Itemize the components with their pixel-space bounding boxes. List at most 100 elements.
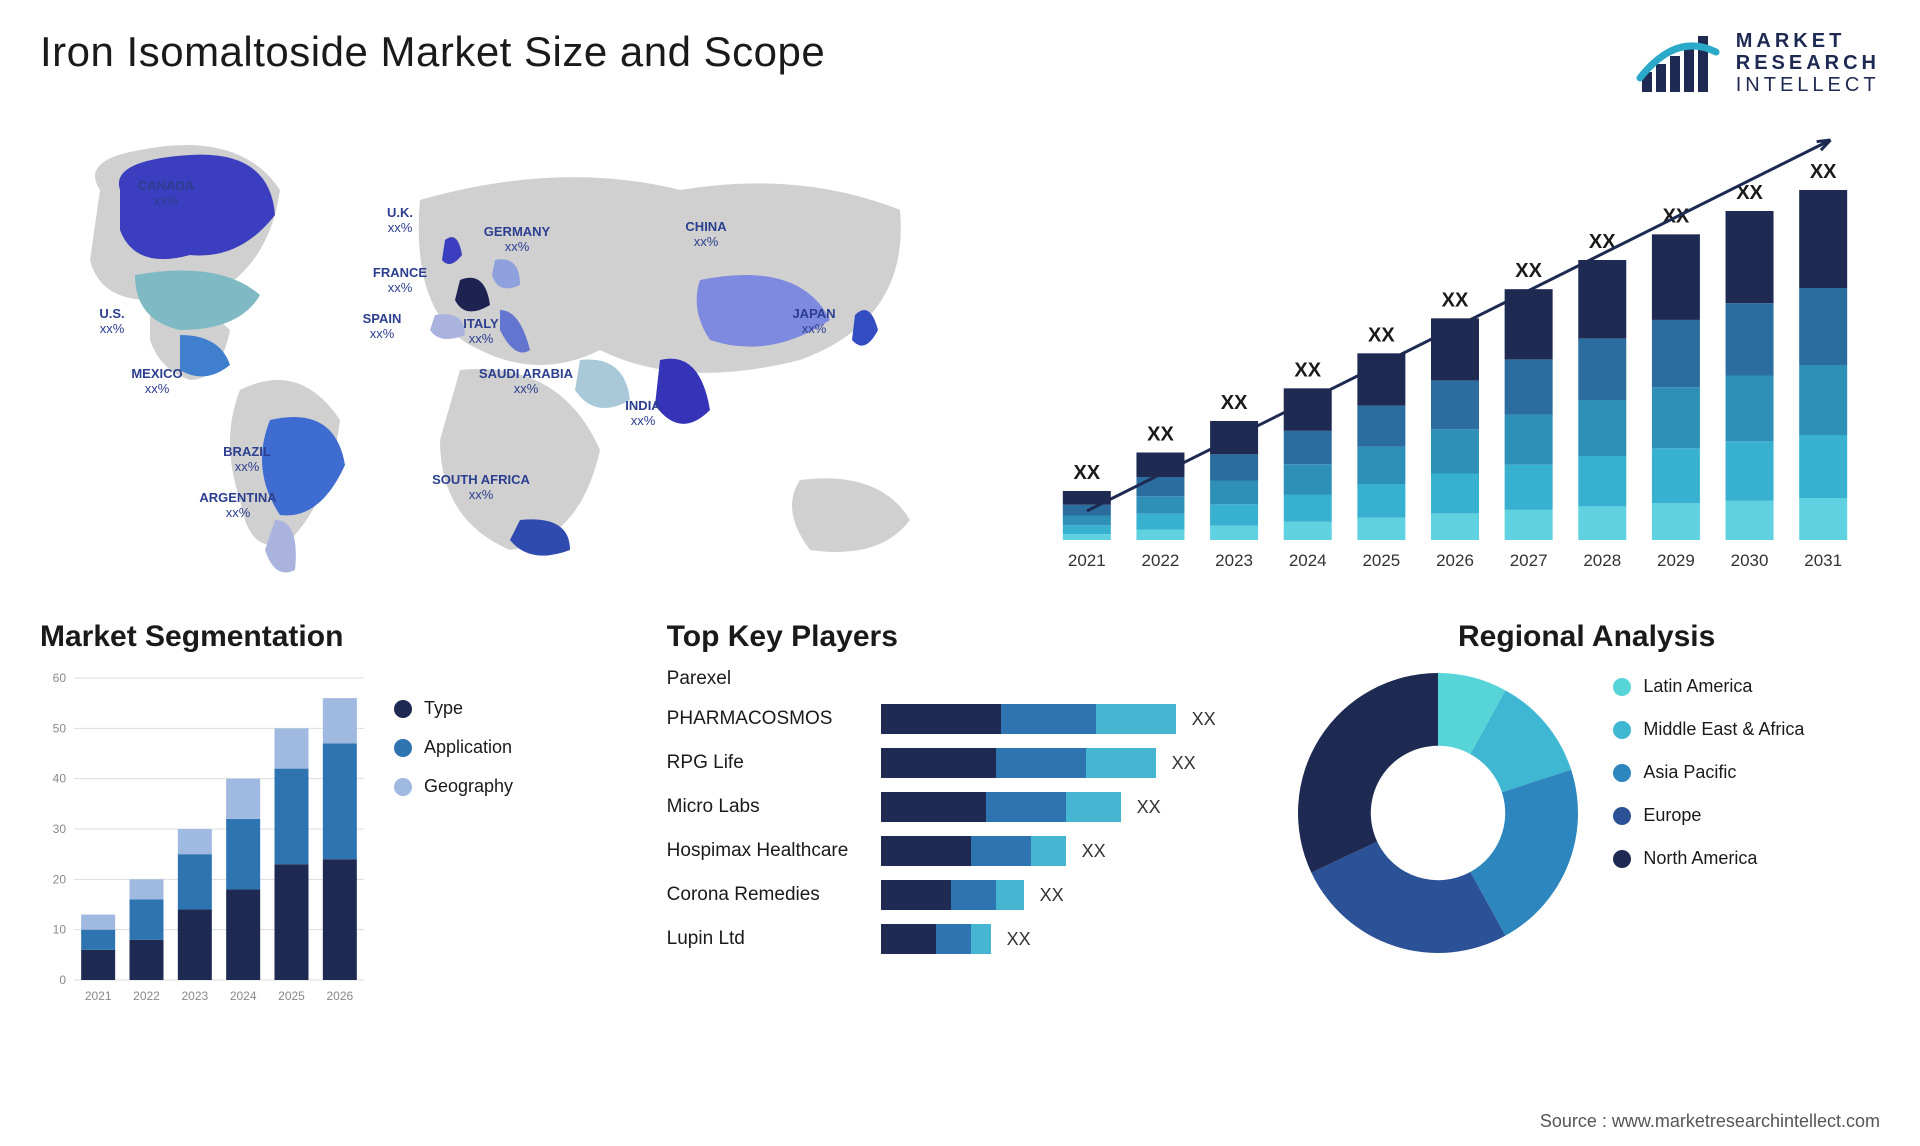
growth-chart: XX2021XX2022XX2023XX2024XX2025XX2026XX20… [980,120,1880,580]
svg-text:20: 20 [53,872,67,886]
kp-seg [1001,704,1096,734]
kp-bar [881,880,1024,910]
svg-text:2023: 2023 [181,989,208,1003]
kp-value: XX [1192,709,1216,730]
svg-text:2023: 2023 [1215,551,1253,570]
map-label-u-s-: U.S.xx% [99,307,124,337]
segmentation-legend: Type Application Geography [394,698,513,1060]
svg-text:50: 50 [53,721,67,735]
kp-value: XX [1040,885,1064,906]
map-label-japan: JAPANxx% [792,307,835,337]
map-label-south-africa: SOUTH AFRICAxx% [432,473,530,503]
logo-line2: RESEARCH [1736,52,1880,74]
logo-text: MARKET RESEARCH INTELLECT [1736,30,1880,96]
svg-text:40: 40 [53,772,67,786]
growth-svg: XX2021XX2022XX2023XX2024XX2025XX2026XX20… [980,120,1880,580]
svg-text:2021: 2021 [85,989,112,1003]
svg-text:2024: 2024 [230,989,257,1003]
kp-seg [936,924,971,954]
regional-panel: Regional Analysis Latin America Middle Ea… [1293,620,1880,1060]
regional-title: Regional Analysis [1293,620,1880,654]
svg-text:XX: XX [1221,392,1248,414]
svg-text:2025: 2025 [278,989,305,1003]
segmentation-chart: 0102030405060202120222023202420252026 [40,668,370,1060]
svg-text:2029: 2029 [1657,551,1695,570]
kp-label: PHARMACOSMOS [667,708,877,730]
segmentation-svg: 0102030405060202120222023202420252026 [40,668,370,1008]
kp-row: Lupin LtdXX [667,924,1254,954]
map-label-china: CHINAxx% [685,220,726,250]
kp-seg [986,792,1066,822]
regional-body: Latin America Middle East & Africa Asia Pa… [1293,668,1880,958]
svg-text:XX: XX [1368,324,1395,346]
svg-text:XX: XX [1147,424,1174,446]
donut-chart [1293,668,1583,958]
svg-text:2025: 2025 [1362,551,1400,570]
seg-legend-type: Type [394,698,513,719]
map-label-u-k-: U.K.xx% [387,206,413,236]
kp-row: PHARMACOSMOS XX [667,704,1254,734]
kp-seg [881,748,996,778]
svg-text:2027: 2027 [1510,551,1548,570]
kp-seg [881,836,971,866]
kp-seg [881,792,986,822]
segmentation-title: Market Segmentation [40,620,627,654]
svg-text:XX: XX [1442,289,1469,311]
svg-text:XX: XX [1294,359,1321,381]
key-players-panel: Top Key Players ParexelPHARMACOSMOSXXRPG… [667,620,1254,1060]
kp-value: XX [1082,841,1106,862]
svg-text:2026: 2026 [326,989,353,1003]
segmentation-panel: Market Segmentation 01020304050602021202… [40,620,627,1060]
svg-text:2022: 2022 [1142,551,1180,570]
svg-text:2031: 2031 [1804,551,1842,570]
map-label-mexico: MEXICOxx% [131,367,182,397]
kp-value: XX [1172,753,1196,774]
ra-legend-item: Europe [1613,805,1804,826]
svg-text:XX: XX [1515,260,1542,282]
world-map: CANADAxx%U.S.xx%MEXICOxx%BRAZILxx%ARGENT… [40,120,940,580]
kp-bar [881,704,1176,734]
svg-text:XX: XX [1810,161,1837,183]
topbar: Iron Isomaltoside Market Size and Scope … [40,28,1880,98]
map-label-canada: CANADAxx% [138,179,194,209]
svg-text:2030: 2030 [1731,551,1769,570]
svg-text:2028: 2028 [1583,551,1621,570]
kp-seg [1066,792,1121,822]
map-label-india: INDIAxx% [625,399,660,429]
kp-value: XX [1007,929,1031,950]
kp-row: Hospimax Healthcare XX [667,836,1254,866]
seg-legend-application: Application [394,737,513,758]
kp-seg [1086,748,1156,778]
page-title: Iron Isomaltoside Market Size and Scope [40,28,825,76]
kp-bar [881,748,1156,778]
seg-legend-geography: Geography [394,776,513,797]
bottom-row: Market Segmentation 01020304050602021202… [40,620,1880,1060]
brand-logo: MARKET RESEARCH INTELLECT [1636,28,1880,98]
kp-seg [951,880,996,910]
kp-seg [881,924,936,954]
kp-label: Hospimax Healthcare [667,840,877,862]
kp-seg [881,880,951,910]
kp-label: Corona Remedies [667,884,877,906]
regional-legend: Latin America Middle East & Africa Asia Pa… [1613,676,1804,869]
svg-text:2021: 2021 [1068,551,1106,570]
logo-icon [1636,28,1720,98]
ra-legend-item: Asia Pacific [1613,762,1804,783]
ra-legend-item: Latin America [1613,676,1804,697]
svg-text:2026: 2026 [1436,551,1474,570]
kp-seg [1031,836,1066,866]
kp-row: Micro LabsXX [667,792,1254,822]
svg-text:30: 30 [53,822,67,836]
kp-bar [881,924,991,954]
map-label-argentina: ARGENTINAxx% [199,491,276,521]
kp-label: RPG Life [667,752,877,774]
kp-value: XX [1137,797,1161,818]
top-row: CANADAxx%U.S.xx%MEXICOxx%BRAZILxx%ARGENT… [40,120,1880,580]
map-label-spain: SPAINxx% [363,312,402,342]
kp-row: RPG Life XX [667,748,1254,778]
source-credit: Source : www.marketresearchintellect.com [1540,1111,1880,1132]
svg-text:XX: XX [1073,462,1100,484]
map-label-france: FRANCExx% [373,266,427,296]
segmentation-body: 0102030405060202120222023202420252026 Ty… [40,668,627,1060]
ra-legend-item: Middle East & Africa [1613,719,1804,740]
